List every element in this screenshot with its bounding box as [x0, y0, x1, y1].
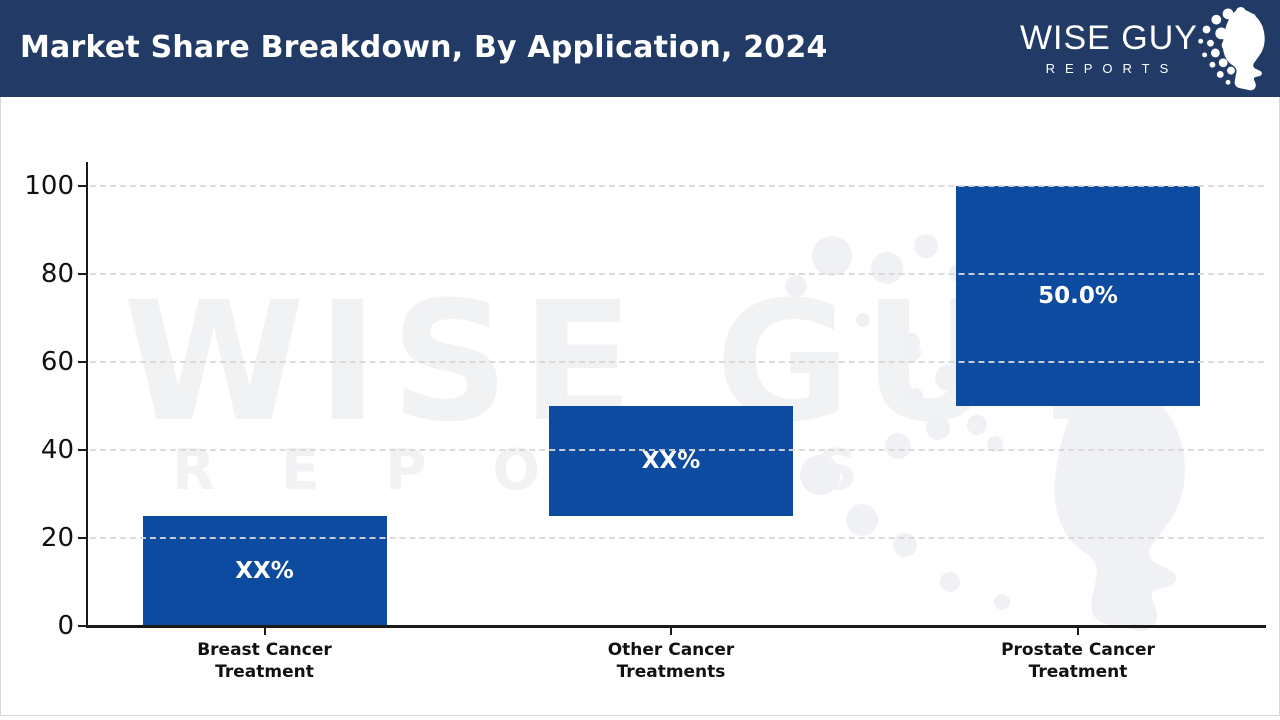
header-bar: Market Share Breakdown, By Application, … [0, 0, 1280, 97]
x-category-label-line: Prostate Cancer [1001, 640, 1155, 660]
x-category-label-line: Other Cancer [607, 640, 735, 660]
bar-value-label: XX% [641, 448, 701, 474]
y-tick-label: 100 [24, 171, 74, 201]
x-axis-tick [670, 628, 672, 635]
x-category-label-line: Treatment [1028, 662, 1128, 682]
y-tick-label: 80 [40, 259, 74, 289]
grid-line [90, 273, 1264, 275]
y-axis-spine [86, 162, 88, 626]
brand-logo-text: WISE GUY REPORTS [1020, 19, 1198, 76]
y-tick-label: 60 [40, 347, 74, 377]
y-tick-label: 20 [40, 523, 74, 553]
page-title: Market Share Breakdown, By Application, … [20, 30, 828, 65]
x-category-label-line: Treatment [215, 662, 314, 682]
x-category-label-line: Breast Cancer [197, 640, 332, 660]
x-category-label: Other Cancer Treatments [511, 639, 831, 683]
brand-subname: REPORTS [1045, 61, 1179, 76]
x-category-label-line: Treatments [616, 662, 726, 682]
bar-value-label: XX% [235, 558, 294, 584]
grid-line [90, 449, 1264, 451]
bar [956, 186, 1200, 406]
brand-logo: WISE GUY REPORTS [1010, 2, 1272, 95]
y-axis-tick [78, 361, 86, 363]
grid-line [90, 537, 1264, 539]
x-axis-tick [1077, 628, 1079, 635]
y-axis-tick [78, 185, 86, 187]
y-axis-tick [78, 537, 86, 539]
face-profile-dots-icon [1198, 6, 1265, 91]
x-category-label: Breast Cancer Treatment [105, 639, 425, 683]
y-tick-label: 40 [40, 435, 74, 465]
y-axis-tick [78, 625, 86, 627]
bar-value-label: 50.0% [1038, 283, 1118, 309]
x-category-label: Prostate Cancer Treatment [918, 639, 1238, 683]
bar [549, 406, 793, 516]
y-axis-tick [78, 273, 86, 275]
grid-line [90, 361, 1264, 363]
bar [142, 516, 387, 626]
y-tick-label: 0 [57, 611, 74, 641]
brand-name: WISE GUY [1019, 19, 1198, 57]
y-axis-tick [78, 449, 86, 451]
x-axis-tick [263, 628, 266, 635]
grid-line [90, 185, 1264, 187]
x-axis-spine [86, 625, 1266, 628]
